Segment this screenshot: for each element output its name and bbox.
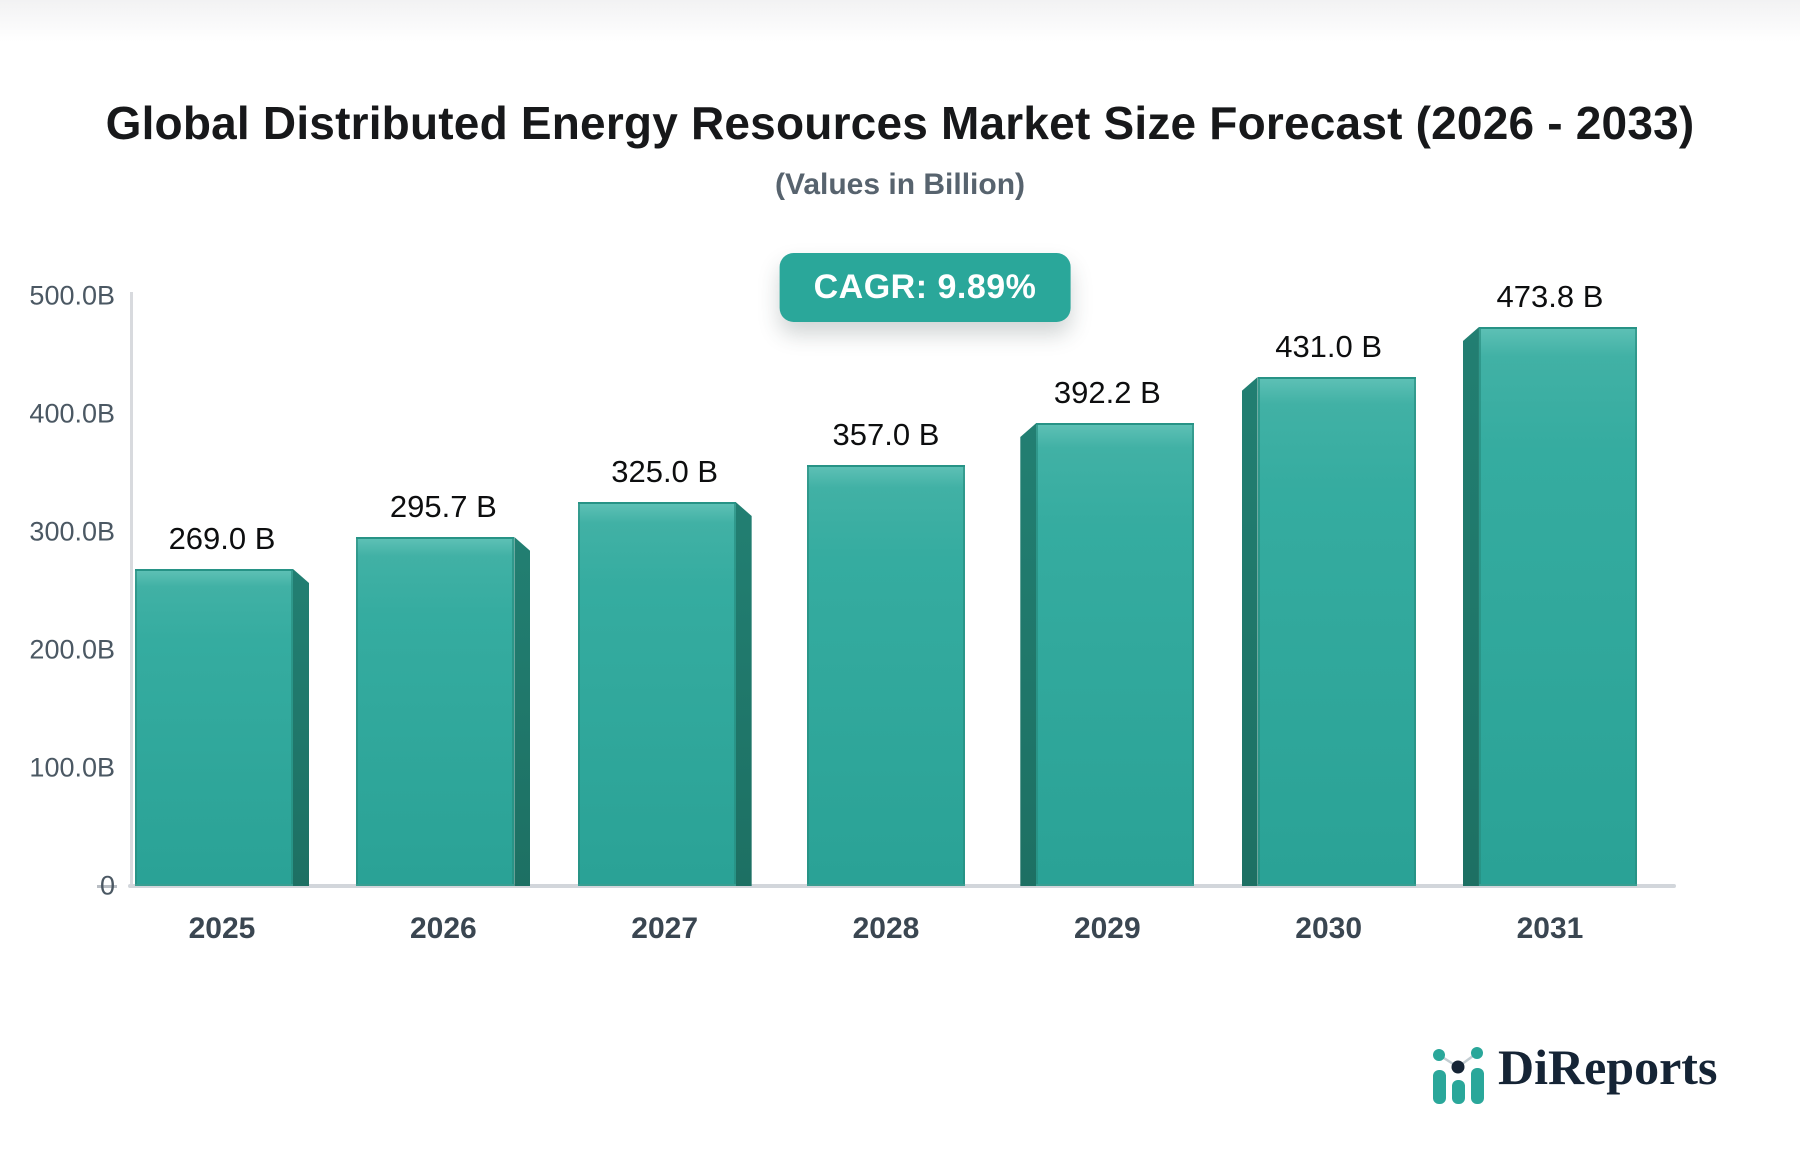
bar-2029[interactable] [1020,423,1195,886]
x-category-label: 2028 [852,912,920,945]
bar-face [1257,377,1416,886]
y-tick-label: 300.0B [29,516,115,547]
y-tick-label: 100.0B [29,752,115,783]
y-tick-label: 500.0B [29,280,115,311]
bar-3d-side [293,569,309,886]
y-axis-line [130,292,133,886]
bar-face [356,537,515,886]
direports-logo[interactable]: DiReports [1428,1040,1717,1111]
bar-3d-side [1241,377,1258,886]
bar-face [577,502,736,886]
bar-3d-side [1462,327,1479,886]
chart-header: Global Distributed Energy Resources Mark… [0,96,1800,202]
cagr-badge: CAGR: 9.89% [779,253,1071,322]
y-tick-label: 0 [99,870,115,901]
x-category-label: 2027 [631,912,699,945]
bar-2028[interactable] [806,465,965,886]
bar-value-label: 357.0 B [832,417,940,452]
logo-wordmark: DiReports [1498,1039,1718,1095]
x-category-label: 2029 [1073,912,1141,945]
x-category-label: 2030 [1295,912,1363,945]
x-category-label: 2025 [188,912,256,945]
bar-value-label: 473.8 B [1496,279,1604,314]
bar-3d-side [514,537,531,886]
bar-2026[interactable] [356,537,531,886]
x-category-label: 2031 [1516,912,1584,945]
bar-3d-side [1020,423,1037,886]
bar-face [1478,327,1637,886]
bar-value-label: 295.7 B [389,489,497,524]
mini-bar-chart-icon [1428,1040,1490,1111]
bar-value-label: 325.0 B [611,454,719,489]
bar-face [135,569,293,886]
y-tick-label: 200.0B [29,634,115,665]
y-tick-label: 400.0B [29,398,115,429]
chart-title: Global Distributed Energy Resources Mark… [105,97,1695,149]
x-axis-line [128,884,1676,888]
bar-face [1036,423,1195,886]
bar-value-label: 392.2 B [1053,375,1161,410]
bar-3d-side [735,502,752,886]
bar-2025[interactable] [135,569,309,886]
bar-2030[interactable] [1241,377,1416,886]
zero-tick-mark [97,885,117,888]
x-category-label: 2026 [409,912,477,945]
bar-face [806,465,965,886]
chart-subtitle: (Values in Billion) [774,168,1026,201]
bar-2027[interactable] [577,502,752,886]
bar-value-label: 431.0 B [1275,329,1383,364]
bar-2031[interactable] [1462,327,1637,886]
bar-value-label: 269.0 B [168,521,276,556]
